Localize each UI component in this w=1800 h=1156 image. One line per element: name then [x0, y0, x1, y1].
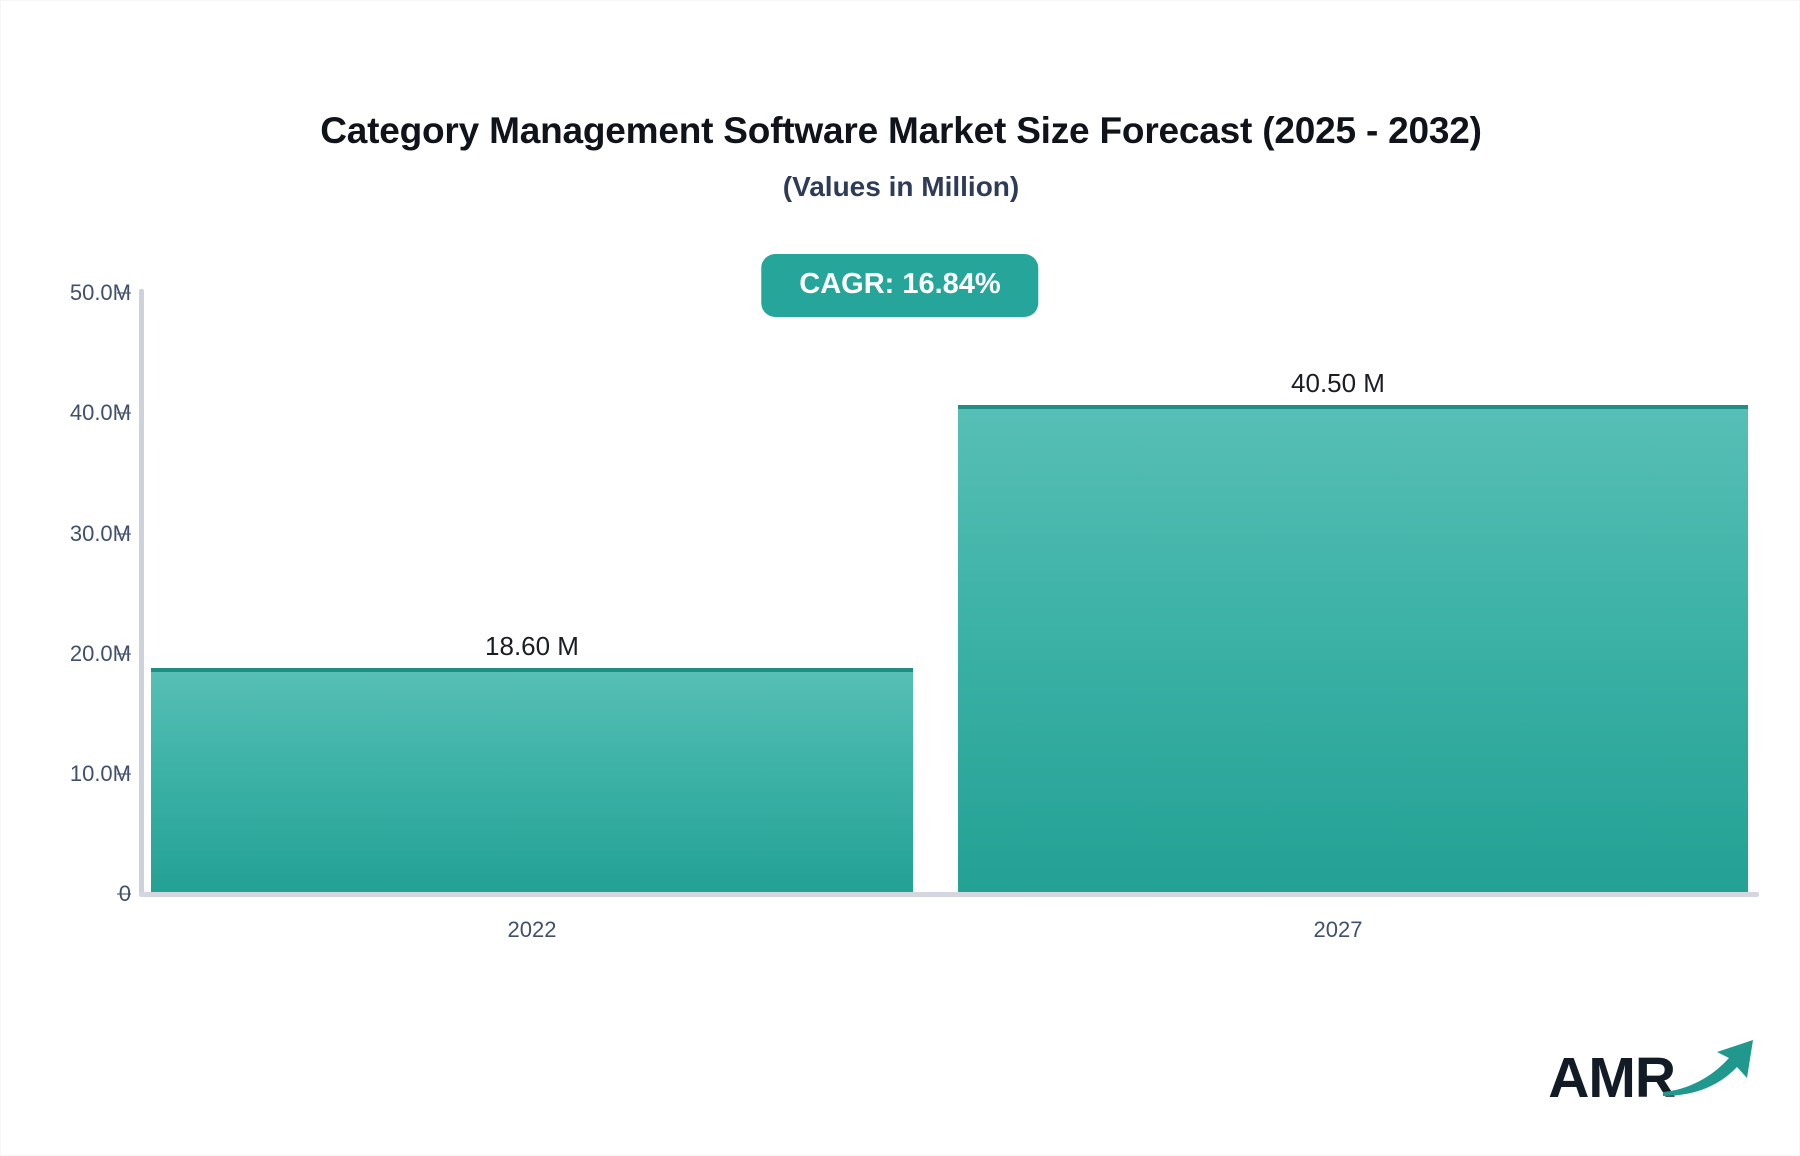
y-tick-mark	[117, 292, 131, 294]
growth-arrow-icon	[1661, 1036, 1757, 1103]
bar-value-label: 18.60 M	[485, 631, 579, 661]
amr-logo: AMR	[1548, 1036, 1757, 1107]
chart-header: Category Management Software Market Size…	[1, 109, 1799, 203]
y-tick-mark	[117, 533, 131, 535]
x-axis-label: 2027	[1313, 917, 1363, 942]
x-axis-label: 2022	[507, 917, 557, 942]
bar-value-label: 40.50 M	[1291, 368, 1385, 398]
y-tick-label: 20.0M	[69, 641, 131, 666]
page-title: Category Management Software Market Size…	[320, 110, 1482, 151]
y-tick-label: 10.0M	[69, 761, 131, 786]
y-tick-label: 0	[118, 881, 131, 906]
y-tick-mark	[117, 653, 131, 655]
chart-subtitle: (Values in Million)	[782, 171, 1020, 203]
y-tick-mark	[117, 773, 131, 775]
y-tick-label: 50.0M	[69, 280, 131, 305]
logo-wordmark: AMR	[1548, 1046, 1676, 1110]
cagr-badge: CAGR: 16.84%	[761, 254, 1039, 317]
x-axis-baseline	[139, 892, 1759, 897]
bar-2022[interactable]	[151, 668, 913, 892]
bar-2027[interactable]	[958, 405, 1748, 892]
y-tick-mark	[117, 893, 131, 895]
y-tick-label: 30.0M	[69, 521, 131, 546]
y-tick-label: 40.0M	[69, 400, 131, 425]
y-axis-line	[139, 289, 144, 896]
y-tick-mark	[117, 412, 131, 414]
